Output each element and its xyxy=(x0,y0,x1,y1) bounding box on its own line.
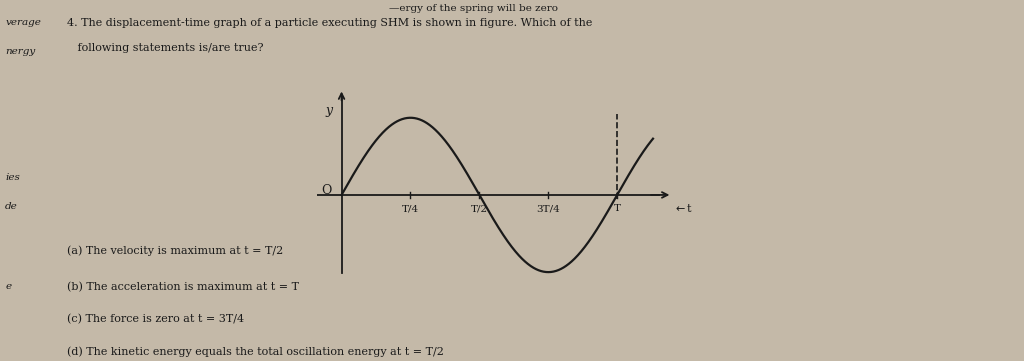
Text: verage: verage xyxy=(5,18,41,27)
Text: de: de xyxy=(5,202,17,211)
Text: T/4: T/4 xyxy=(401,204,419,213)
Text: O: O xyxy=(322,184,332,197)
Text: $\leftarrow$t: $\leftarrow$t xyxy=(673,202,692,214)
Text: (c) The force is zero at t = 3T/4: (c) The force is zero at t = 3T/4 xyxy=(67,314,244,325)
Text: T/2: T/2 xyxy=(471,204,487,213)
Text: nergy: nergy xyxy=(5,47,36,56)
Text: following statements is/are true?: following statements is/are true? xyxy=(67,43,263,53)
Text: (a) The velocity is maximum at t = T/2: (a) The velocity is maximum at t = T/2 xyxy=(67,245,283,256)
Text: y: y xyxy=(326,104,333,117)
Text: 3T/4: 3T/4 xyxy=(537,204,560,213)
Text: (b) The acceleration is maximum at t = T: (b) The acceleration is maximum at t = T xyxy=(67,282,299,292)
Text: —ergy of the spring will be zero: —ergy of the spring will be zero xyxy=(389,4,558,13)
Text: T: T xyxy=(613,204,621,213)
Text: ies: ies xyxy=(5,173,20,182)
Text: 4. The displacement-time graph of a particle executing SHM is shown in figure. W: 4. The displacement-time graph of a part… xyxy=(67,18,592,28)
Text: (d) The kinetic energy equals the total oscillation energy at t = T/2: (d) The kinetic energy equals the total … xyxy=(67,347,443,357)
Text: e: e xyxy=(5,282,11,291)
